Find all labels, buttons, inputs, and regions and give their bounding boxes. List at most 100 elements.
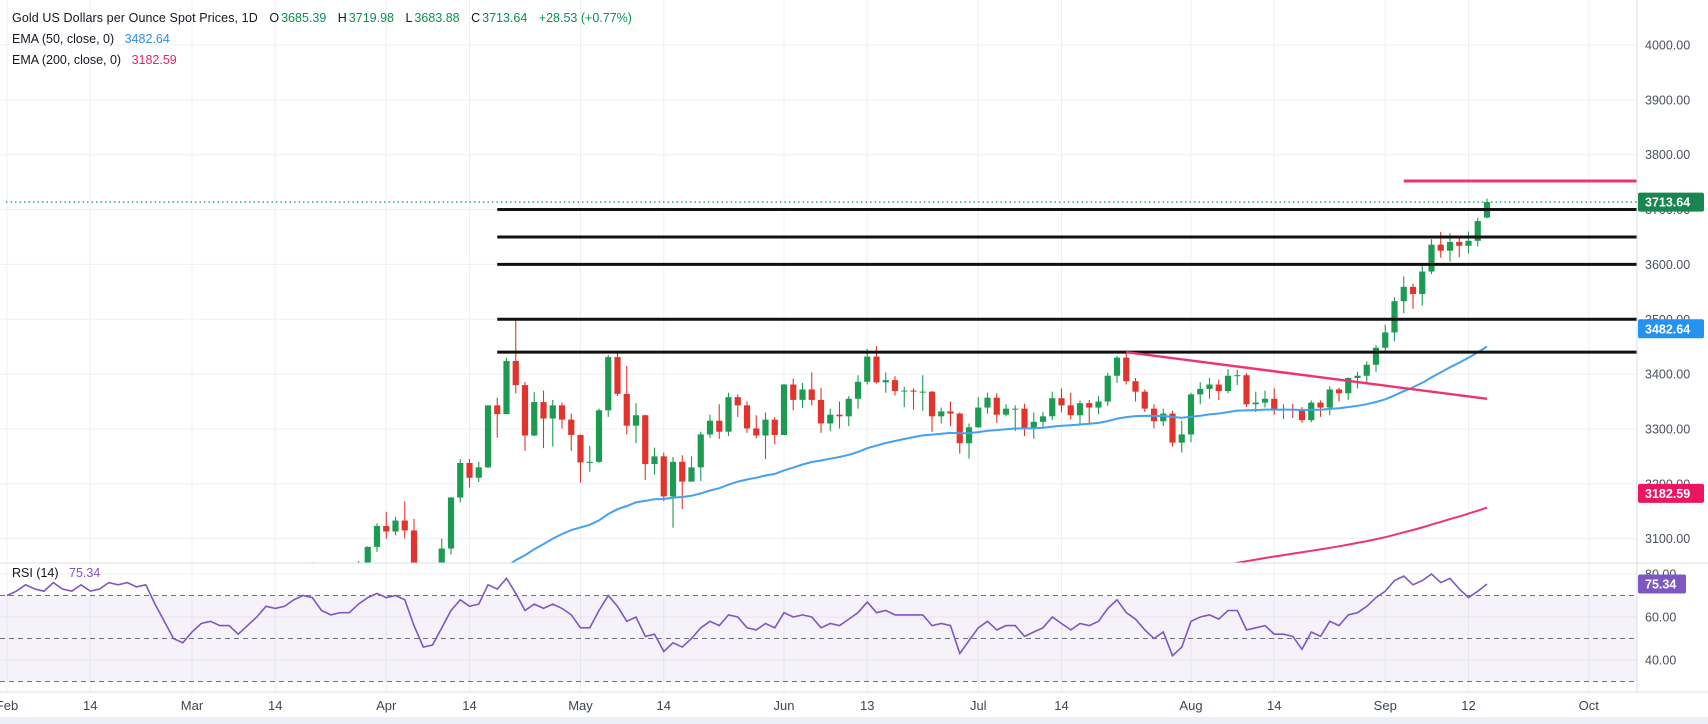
grid [0,0,1637,692]
rsi-label: RSI (14) [12,566,59,580]
time-axis-label: Aug [1179,698,1202,713]
descending-trendline[interactable] [1126,350,1488,400]
candle-body [623,393,630,426]
candle-body [688,467,695,482]
candle-body [1419,271,1426,295]
candle-body [947,411,954,414]
candle-body [1030,421,1037,429]
candle-body [1160,413,1167,422]
candle-body [697,434,704,468]
candle-body [1465,240,1472,246]
candle-body [494,405,501,415]
ema50-badge: 3482.64 [1638,319,1704,339]
candle-body [401,520,408,531]
rsi-legend-row[interactable]: RSI (14) 75.34 [12,566,100,580]
ema200-line [1231,506,1488,563]
candle-body [558,405,566,420]
time-axis-label: Mar [181,698,204,713]
candle-body [771,419,778,435]
candle-body [1076,403,1084,416]
candle-body [1382,332,1389,348]
candle-body [1215,384,1222,392]
legend-ema200-row[interactable]: EMA (200, close, 0) 3182.59 [12,50,632,71]
price-axis-label: 4000.00 [1645,39,1690,53]
last-price-badge: 3713.64 [1638,192,1704,212]
high-label: H [337,11,347,25]
ema50-line [510,345,1488,563]
time-axis[interactable]: Feb 14 Mar 14 Apr 14 May 14 Jun 13 Jul 14 Aug 14 Sep 12… [0,698,1599,713]
candle-body [1095,401,1102,408]
candle-body [457,462,464,498]
candle-body [1012,408,1019,410]
candle-body [568,419,575,435]
candle-body [1067,405,1074,416]
candle-body [1372,347,1380,365]
candle-body [1178,434,1185,443]
candles [300,198,1491,584]
legend-main-row[interactable]: Gold US Dollars per Ounce Spot Prices, 1… [12,8,632,29]
candle-body [392,520,399,532]
candle-body [1086,403,1093,408]
candle-body [743,405,751,429]
candle-body [1187,394,1195,435]
price-axis-label: 3400.00 [1645,368,1690,382]
candle-body [1039,416,1047,422]
candle-body [854,381,862,399]
ema50-badge-bg [1638,319,1704,339]
legend: Gold US Dollars per Ounce Spot Prices, 1… [12,8,632,71]
candle-body [364,546,371,563]
candle-body [1474,221,1481,241]
candle-body [1437,244,1444,251]
candle-body [605,357,612,411]
candle-body [790,384,797,400]
candle-body [531,402,538,436]
candle-body [1132,381,1139,392]
candle-body [753,428,760,436]
candle-body [383,526,390,532]
candle-body [1428,244,1435,272]
price-axis[interactable]: 4000.003900.003800.003700.003600.003500.… [1645,39,1690,668]
candle-body [1169,413,1176,443]
candle-body [503,360,510,415]
open-label: O [269,11,280,25]
candle-body [1197,388,1204,395]
rsi-value: 75.34 [69,566,101,580]
candle-body [1113,357,1121,376]
ema200-label: EMA (200, close, 0) [12,53,122,67]
candle-body [1243,375,1250,405]
candle-body [1150,408,1158,422]
candle-body [716,420,723,432]
last-price-badge-bg [1638,192,1704,212]
candle-body [1391,301,1398,333]
candle-body [1141,391,1148,409]
legend-ema50-row[interactable]: EMA (50, close, 0) 3482.64 [12,29,632,50]
candle-body [984,397,991,408]
time-axis-label: May [568,698,593,713]
price-axis-label: 3600.00 [1645,258,1690,272]
candle-body [1345,377,1352,394]
symbol-title: Gold US Dollars per Ounce Spot Prices, 1… [12,11,258,25]
candle-body [725,397,732,432]
candle-body [549,405,556,419]
time-axis-label: Feb [0,698,18,713]
time-axis-label: 14 [657,698,671,713]
candle-body [1363,364,1370,376]
candle-body [706,420,714,435]
ema200-badge-bg [1638,483,1704,503]
ema-overlays [510,345,1488,563]
candle-body [373,526,381,547]
candle-body [300,568,306,575]
candle-body [346,583,352,584]
candle-body [1252,402,1259,405]
candle-body [780,384,788,435]
high-value: 3719.98 [348,11,394,25]
candle-body [484,405,492,468]
candle-body [410,530,418,563]
ema200-value: 3182.59 [131,53,177,67]
low-label: L [405,11,413,25]
candle-body [993,397,1000,415]
price-axis-label: 3900.00 [1645,93,1690,107]
rsi-plot [6,572,1488,658]
